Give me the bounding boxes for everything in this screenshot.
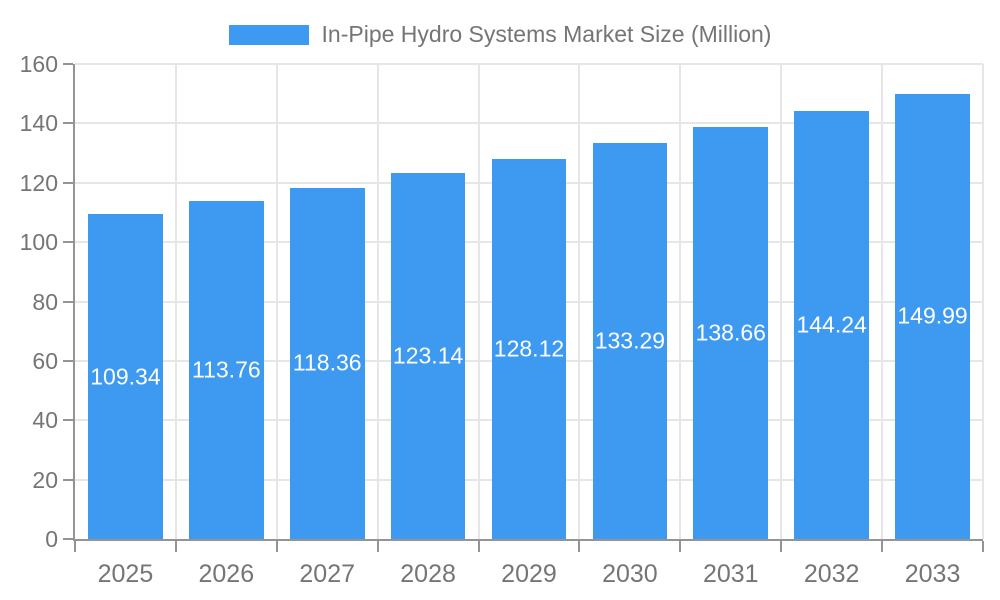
x-axis-tick-mark <box>275 541 278 552</box>
x-axis-tick-label: 2032 <box>803 560 860 588</box>
vertical-gridline <box>679 64 682 539</box>
x-axis-tick-mark <box>679 541 682 552</box>
y-axis-tick-mark <box>63 241 73 244</box>
vertical-gridline <box>982 64 984 539</box>
x-axis-tick-mark <box>174 541 177 552</box>
y-axis-tick-label: 120 <box>19 169 58 196</box>
y-axis-tick-mark <box>63 538 73 540</box>
bar[interactable]: 113.76 <box>189 201 264 539</box>
x-axis-tick-label: 2027 <box>299 560 356 588</box>
y-axis-tick-mark <box>63 122 73 125</box>
x-axis-tick-mark <box>780 541 783 552</box>
bar-value-label: 118.36 <box>292 349 362 376</box>
plot-area: 109.34 113.76 118.36 123.14 128.12 133.29 138.… <box>63 63 984 541</box>
vertical-gridline <box>275 64 278 539</box>
y-axis-tick-mark <box>63 359 73 362</box>
x-axis-tick-mark <box>477 541 480 552</box>
x-axis-tick-label: 2030 <box>602 560 658 588</box>
x-axis-tick-mark <box>578 541 581 552</box>
bar[interactable]: 109.34 <box>88 214 163 539</box>
y-axis-tick-label: 80 <box>32 288 58 315</box>
legend-label: In-Pipe Hydro Systems Market Size (Milli… <box>321 21 772 47</box>
x-axis: 2025 2026 2027 2028 2029 2030 2031 2032 2033 <box>74 541 984 599</box>
x-axis-tick-mark <box>881 541 884 552</box>
bar[interactable]: 133.29 <box>592 143 668 539</box>
bar-value-label: 123.14 <box>392 342 464 369</box>
vertical-gridline <box>376 64 379 539</box>
y-axis-tick-mark <box>63 181 73 184</box>
y-axis-tick-mark <box>63 63 73 65</box>
y-axis: 0 20 40 60 80 100 120 140 160 <box>0 51 58 552</box>
bar[interactable]: 123.14 <box>390 173 466 539</box>
vertical-gridline <box>174 64 177 539</box>
y-axis-tick-label: 160 <box>19 51 58 77</box>
bar[interactable]: 128.12 <box>491 158 567 539</box>
bar-value-label: 113.76 <box>192 356 261 383</box>
bar-value-label: 144.24 <box>796 311 867 338</box>
horizontal-gridline <box>75 122 983 125</box>
y-axis-tick-label: 40 <box>32 407 58 434</box>
x-axis-tick-mark <box>376 541 379 552</box>
x-axis-tick-label: 2033 <box>904 560 961 588</box>
bar-value-label: 128.12 <box>493 335 565 362</box>
y-axis-tick-mark <box>63 300 73 303</box>
y-axis-tick-mark <box>63 419 73 422</box>
bar-value-label: 133.29 <box>594 327 666 354</box>
horizontal-gridline <box>75 63 983 65</box>
bar[interactable]: 149.99 <box>895 93 970 539</box>
y-axis-tick-label: 100 <box>19 229 58 256</box>
bar[interactable]: 138.66 <box>693 127 769 539</box>
y-axis-tick-label: 140 <box>19 110 58 137</box>
bar[interactable]: 118.36 <box>289 187 365 539</box>
bar-value-label: 149.99 <box>897 302 968 329</box>
y-axis-tick-label: 60 <box>32 347 58 374</box>
x-axis-tick-mark <box>982 541 984 552</box>
y-axis-tick-mark <box>63 478 73 481</box>
bar[interactable]: 144.24 <box>794 110 869 539</box>
x-axis-tick-label: 2029 <box>501 560 557 588</box>
y-axis-tick-label: 20 <box>32 466 58 493</box>
y-axis-tick-label: 0 <box>45 526 58 552</box>
vertical-gridline <box>578 64 581 539</box>
x-axis-tick-mark <box>74 541 76 552</box>
vertical-gridline <box>881 64 884 539</box>
legend[interactable]: In-Pipe Hydro Systems Market Size (Milli… <box>0 21 1000 48</box>
legend-swatch-icon <box>228 24 309 45</box>
bar-value-label: 138.66 <box>695 319 766 346</box>
x-axis-tick-label: 2026 <box>198 560 255 588</box>
x-axis-tick-label: 2028 <box>400 560 456 588</box>
x-axis-tick-label: 2025 <box>97 560 154 588</box>
vertical-gridline <box>477 64 480 539</box>
x-axis-tick-label: 2031 <box>702 560 759 588</box>
bar-value-label: 109.34 <box>90 363 161 390</box>
vertical-gridline <box>780 64 783 539</box>
